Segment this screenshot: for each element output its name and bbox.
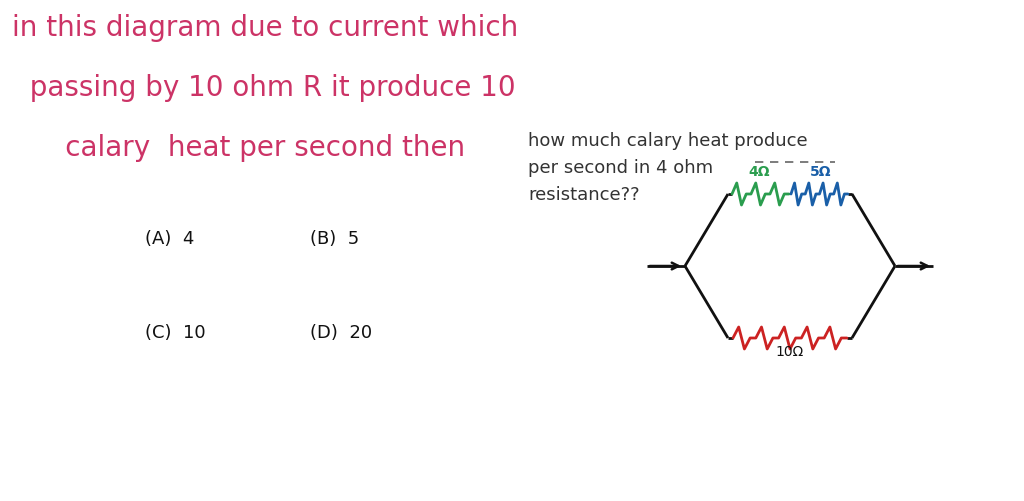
Text: calary  heat per second then: calary heat per second then [12,134,465,162]
Text: how much calary heat produce
per second in 4 ohm
resistance??: how much calary heat produce per second … [528,132,808,204]
Text: 5Ω: 5Ω [810,165,831,179]
Text: 4Ω: 4Ω [749,165,770,179]
Text: 10Ω: 10Ω [776,344,804,358]
Text: (C)  10: (C) 10 [145,323,206,341]
Text: in this diagram due to current which: in this diagram due to current which [12,14,518,42]
Text: (B)  5: (B) 5 [310,229,359,247]
Text: passing by 10 ohm R it produce 10: passing by 10 ohm R it produce 10 [12,74,516,102]
Text: (D)  20: (D) 20 [310,323,372,341]
Text: (A)  4: (A) 4 [145,229,195,247]
